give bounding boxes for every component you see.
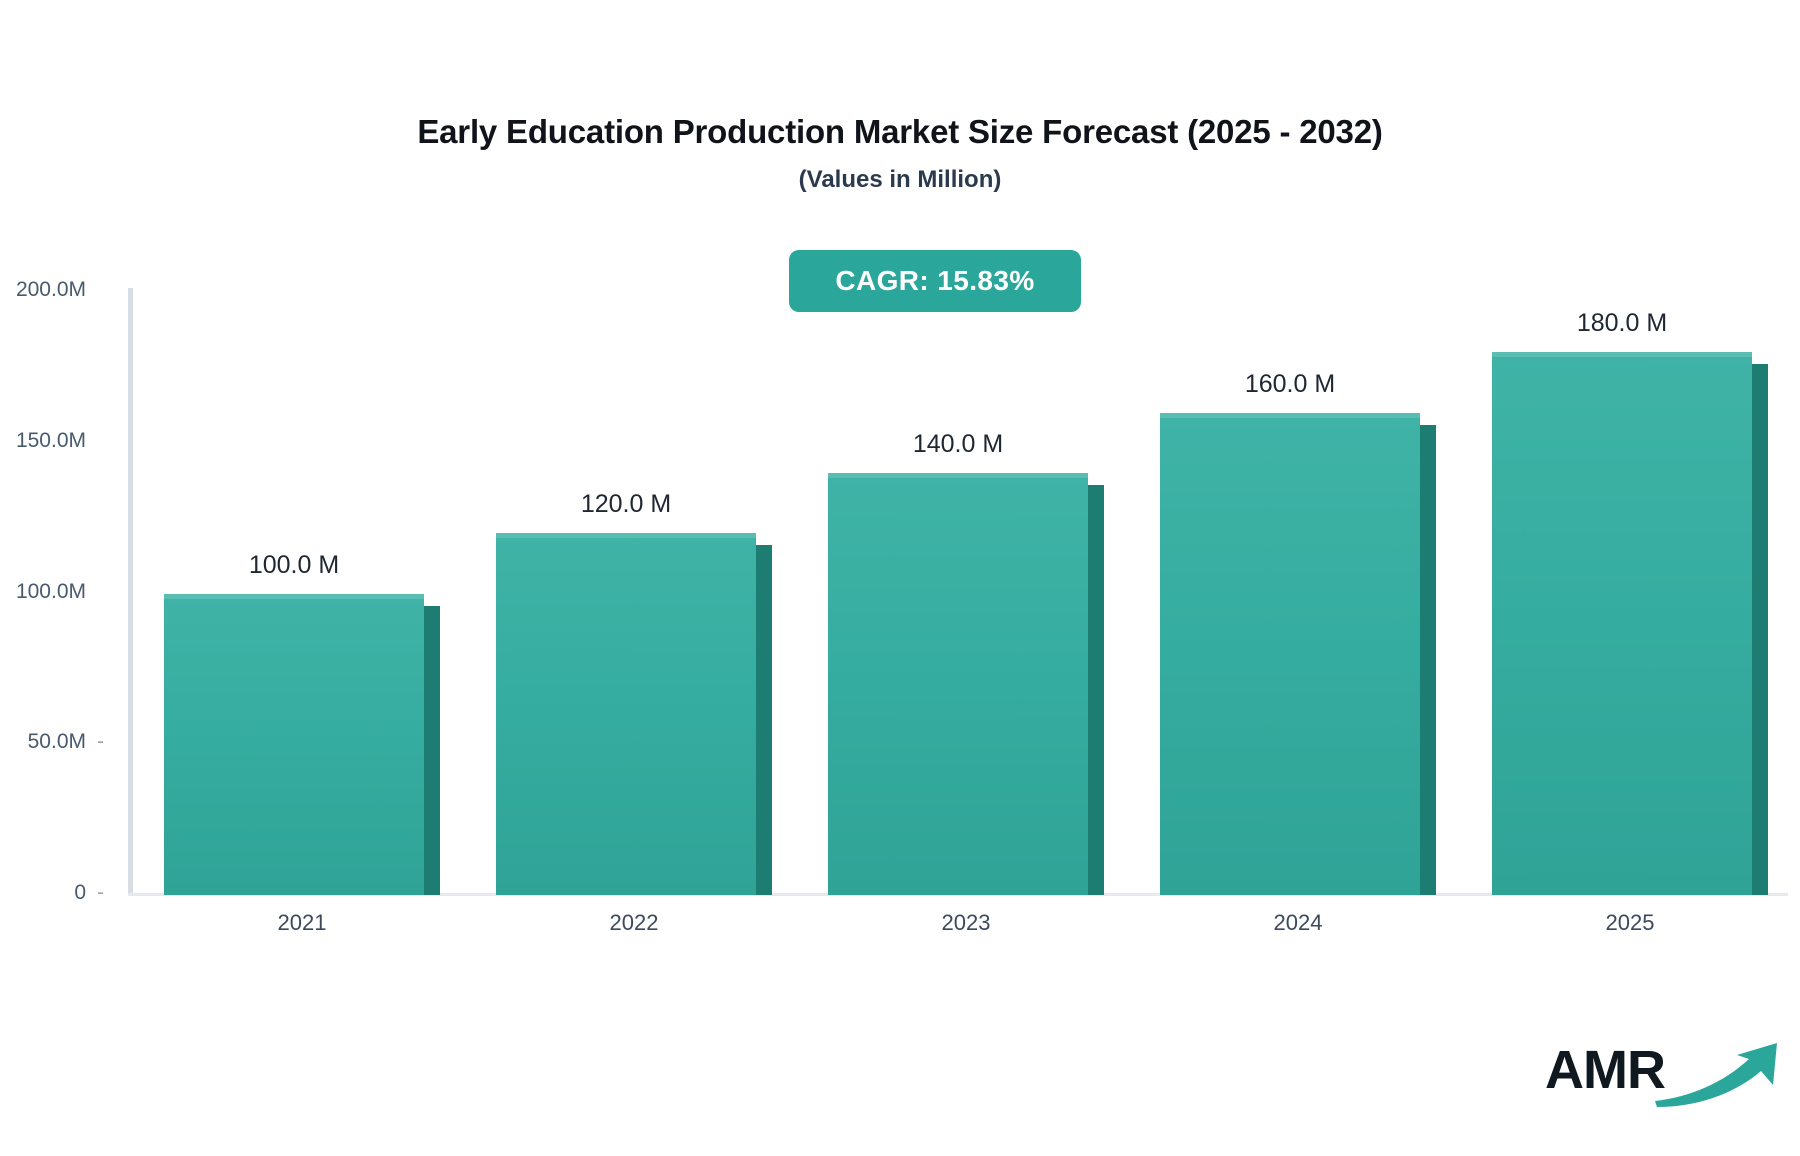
x-axis-tick-label: 2023 — [941, 910, 991, 935]
bar-value-label: 140.0 M — [912, 429, 1004, 458]
bar-value-label: 120.0 M — [580, 490, 672, 519]
x-axis-tick-label: 2025 — [1605, 910, 1655, 935]
amr-logo-text: AMR — [1545, 1040, 1666, 1100]
bar-top-highlight — [1160, 412, 1420, 418]
cagr-badge: CAGR: 15.83% — [789, 250, 1081, 312]
y-axis-tick-label: 100.0M — [15, 579, 86, 603]
x-axis-tick-label: 2022 — [609, 910, 659, 935]
y-axis-line — [128, 288, 133, 895]
bar-column: 180.0 M — [1492, 290, 1768, 895]
bar — [1160, 412, 1420, 895]
bar-column: 140.0 M — [828, 290, 1104, 895]
y-axis-tick-label: 200.0M — [15, 278, 86, 301]
bar-value-label: 160.0 M — [1244, 369, 1336, 398]
bar — [1492, 352, 1752, 895]
x-axis-tick-label: 2021 — [277, 910, 327, 935]
y-axis-tick-mark: - — [97, 730, 104, 754]
bar-column: 120.0 M — [496, 290, 772, 895]
y-axis-tick-label: 50.0M — [27, 730, 86, 754]
bar-top-highlight — [1492, 352, 1752, 358]
y-axis-labels: 0 50.0M -100.0M 150.0M 200.0M - — [0, 0, 128, 1156]
bar-side-face — [756, 545, 772, 895]
chart-title: Early Education Production Market Size F… — [417, 113, 1383, 150]
bar-value-label: 100.0 M — [248, 550, 340, 579]
bar-side-face — [1420, 424, 1436, 895]
chart-subtitle: (Values in Million) — [798, 166, 1002, 193]
bar-value-label: 180.0 M — [1576, 309, 1668, 338]
bar-top-highlight — [164, 593, 424, 599]
bar-side-face — [1088, 484, 1104, 895]
bar — [496, 533, 756, 895]
y-axis-tick-label: 150.0M — [15, 428, 86, 452]
cagr-badge-label: CAGR: 15.83% — [835, 265, 1035, 296]
bar — [828, 472, 1088, 895]
bar — [164, 593, 424, 895]
x-axis-labels: 2021 2022 2023 2024 2025 — [128, 910, 1788, 950]
growth-arrow-icon — [1645, 1039, 1795, 1114]
bar-top-highlight — [496, 533, 756, 539]
y-axis-tick-label: 0 — [74, 881, 86, 904]
bar-series: 100.0 M 120.0 M 140.0 M 160.0 M 180.0 M — [128, 290, 1788, 895]
bar-side-face — [1752, 364, 1768, 895]
y-axis-tick-mark: - — [97, 881, 104, 904]
bar-column: 100.0 M — [164, 290, 440, 895]
bar-top-highlight — [828, 472, 1088, 478]
x-axis-tick-label: 2024 — [1273, 910, 1323, 935]
bar-side-face — [424, 605, 440, 895]
bar-column: 160.0 M — [1160, 290, 1436, 895]
amr-logo: AMR — [1545, 1040, 1777, 1107]
